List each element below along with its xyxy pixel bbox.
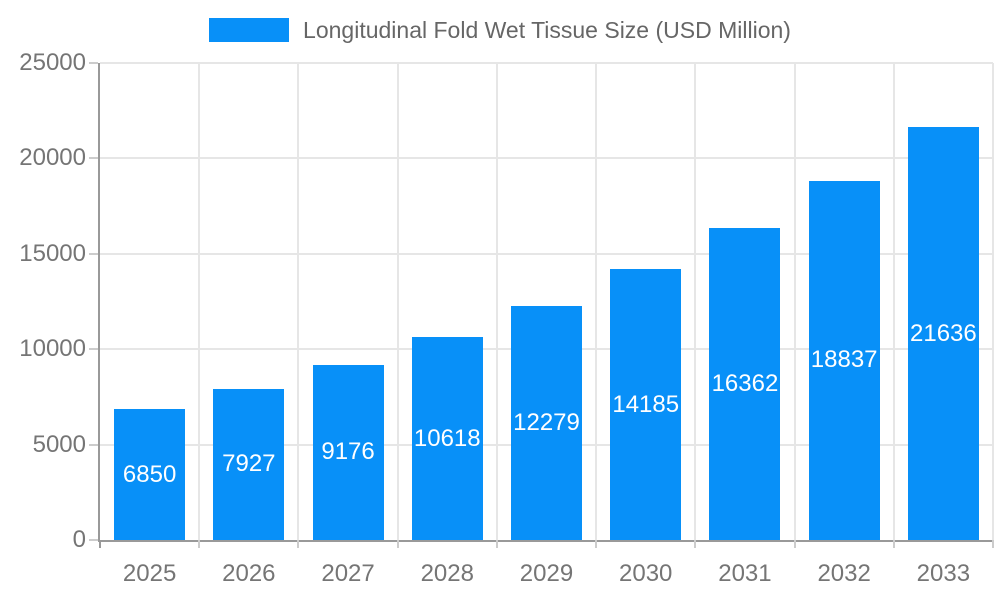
bar-value-label: 21636 (910, 319, 977, 347)
bar[interactable]: 12279 (511, 305, 582, 540)
x-axis-tick (595, 540, 598, 548)
bar[interactable]: 14185 (610, 269, 682, 540)
y-axis-tick (89, 62, 98, 64)
bar[interactable]: 16362 (709, 227, 781, 540)
bar-value-label: 6850 (122, 460, 177, 488)
gridline-horizontal (100, 157, 993, 160)
y-axis-tick (89, 157, 98, 160)
gridline-vertical (992, 63, 994, 540)
y-axis-tick (89, 348, 98, 351)
x-axis-tick (198, 540, 201, 548)
legend-label: Longitudinal Fold Wet Tissue Size (USD M… (303, 16, 791, 43)
gridline-vertical (297, 63, 300, 540)
x-axis-tick (793, 540, 796, 548)
gridline-vertical (793, 63, 796, 540)
y-axis-label: 5000 (32, 430, 86, 458)
x-axis-tick (694, 540, 697, 548)
x-axis-tick (892, 540, 895, 548)
y-axis-label: 25000 (19, 49, 86, 76)
y-axis-label: 0 (72, 526, 86, 553)
bar-value-label: 9176 (321, 438, 375, 466)
bar[interactable]: 7927 (213, 388, 285, 540)
y-axis-tick (89, 252, 98, 255)
gridline-vertical (396, 63, 399, 540)
bar[interactable]: 10618 (411, 337, 483, 540)
gridline-vertical (694, 63, 697, 540)
gridline-vertical (595, 63, 598, 540)
x-axis-label: 2030 (619, 560, 673, 587)
legend[interactable]: Longitudinal Fold Wet Tissue Size (USD M… (0, 16, 1000, 44)
gridline-vertical (495, 63, 498, 540)
y-axis-label: 20000 (19, 144, 86, 172)
bar-value-label: 10618 (413, 424, 481, 452)
x-axis-label: 2027 (321, 560, 375, 587)
bar-value-label: 12279 (513, 408, 580, 436)
y-axis-label: 10000 (19, 335, 86, 363)
x-axis-tick (992, 540, 994, 548)
bar[interactable]: 21636 (907, 127, 979, 540)
y-axis-tick (89, 443, 98, 446)
bar[interactable]: 18837 (808, 180, 880, 540)
x-axis-label: 2031 (718, 560, 772, 587)
x-axis-label: 2032 (817, 560, 871, 587)
plot-area: 6850 7927 9176 10618 12279 14185 16362 18837 216… (89, 62, 994, 548)
legend-swatch (209, 18, 290, 42)
gridline-horizontal (100, 62, 993, 64)
x-axis-label: 2033 (916, 560, 971, 587)
bar-value-label: 7927 (222, 450, 276, 478)
y-axis-label: 15000 (19, 239, 86, 267)
y-axis-tick (89, 539, 98, 541)
x-axis-label: 2029 (519, 560, 574, 587)
bar-value-label: 16362 (711, 369, 779, 397)
x-axis-tick (396, 540, 399, 548)
gridline-vertical (198, 63, 201, 540)
x-axis-label: 2028 (420, 560, 474, 587)
gridline-horizontal (100, 252, 993, 255)
gridline-vertical (892, 63, 895, 540)
bar-value-label: 18837 (810, 346, 878, 374)
bar[interactable]: 6850 (114, 409, 186, 540)
x-axis-tick (495, 540, 498, 548)
bar[interactable]: 9176 (312, 364, 384, 540)
x-axis-tick (99, 540, 101, 548)
bar-value-label: 14185 (612, 390, 680, 418)
x-axis-label: 2025 (122, 560, 177, 587)
x-axis-tick (297, 540, 300, 548)
x-axis-label: 2026 (222, 560, 276, 587)
